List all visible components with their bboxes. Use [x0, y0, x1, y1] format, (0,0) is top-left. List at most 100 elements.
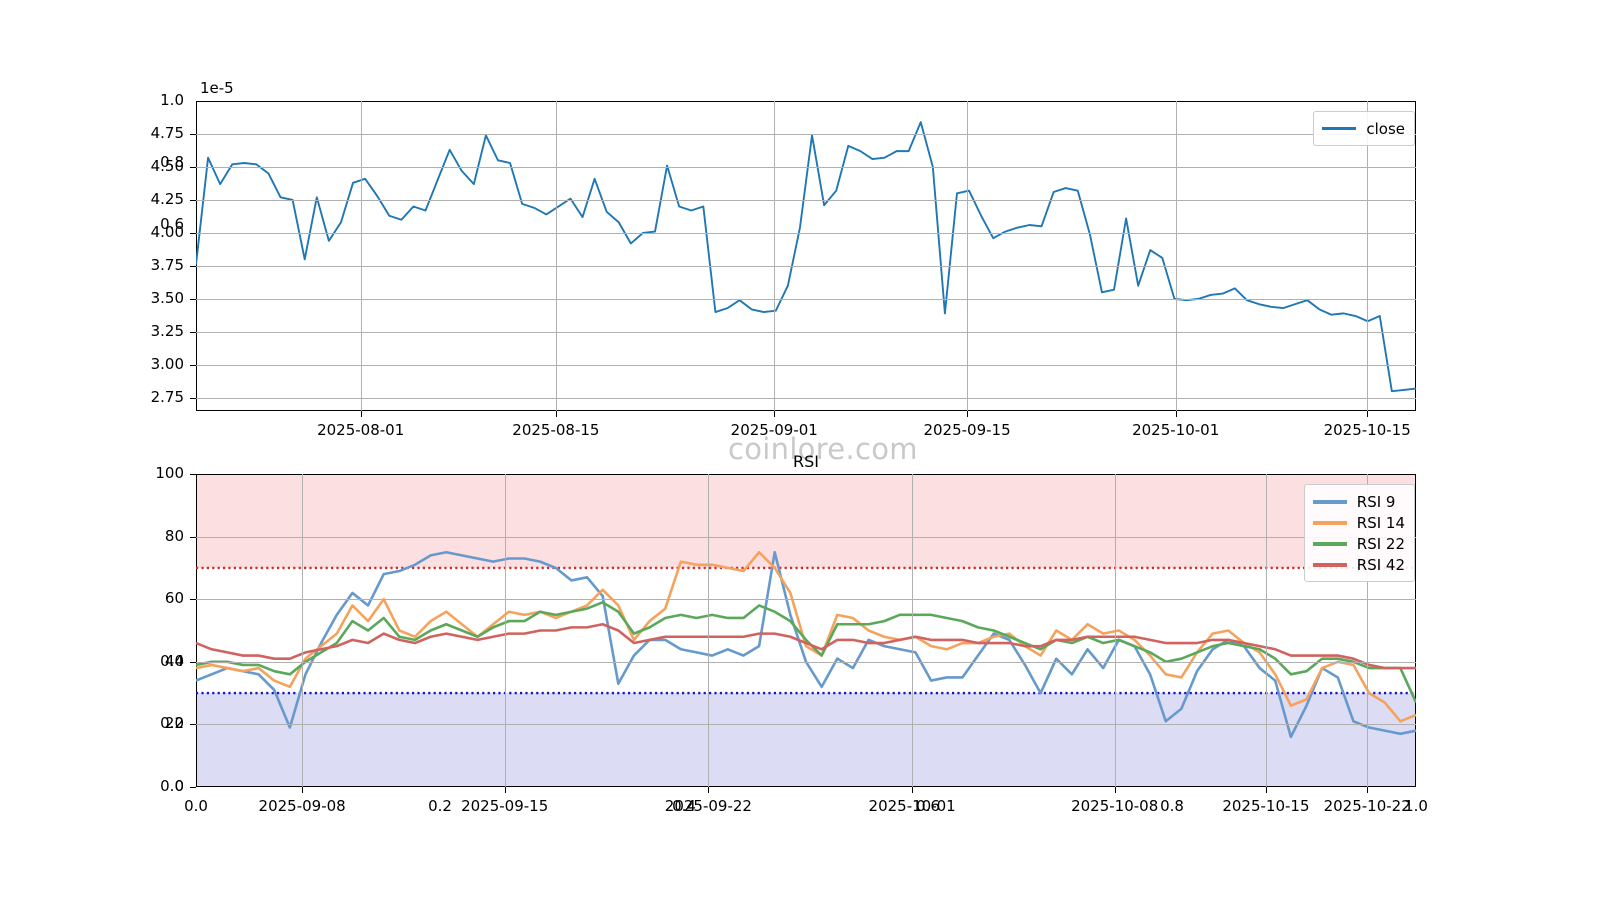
- price-overlay-y-tick-label: 0.6: [160, 215, 184, 233]
- rsi-x-tick-label: 2025-10-15: [1222, 797, 1310, 815]
- rsi-y-tick-label: 40: [164, 651, 184, 670]
- rsi-x-tickmark: [1266, 787, 1267, 793]
- price-legend[interactable]: close: [1313, 111, 1415, 146]
- rsi-x-tickmark: [912, 787, 913, 793]
- rsi-line-rsi-9: [196, 550, 1416, 739]
- price-x-tickmark: [967, 411, 968, 417]
- rsi-axes-frame: [196, 474, 1416, 787]
- price-y-tick-label: 4.75: [150, 123, 184, 142]
- price-y-tick-label: 3.50: [150, 288, 184, 307]
- price-gridline-horizontal: [196, 233, 1416, 234]
- price-gridline-vertical: [967, 101, 968, 411]
- price-gridline-horizontal: [196, 398, 1416, 399]
- rsi-y-tickmark: [190, 474, 196, 475]
- rsi-overlay-x-tick-label: 0.4: [672, 797, 696, 815]
- rsi-gridline-horizontal: [196, 599, 1416, 600]
- price-y-tick-label: 4.00: [150, 222, 184, 241]
- rsi-y-tickmark: [190, 599, 196, 600]
- rsi-x-tickmark: [1115, 787, 1116, 793]
- price-gridline-horizontal: [196, 365, 1416, 366]
- rsi-gridline-vertical: [505, 474, 506, 787]
- rsi-gridline-vertical: [912, 474, 913, 787]
- close-price-line: [196, 121, 1416, 393]
- legend-label: RSI 9: [1356, 492, 1396, 511]
- rsi-overlay-y-tick-label: 0.0: [160, 777, 184, 795]
- price-y-tick-label: 2.75: [150, 387, 184, 406]
- legend-color-swatch: [1312, 541, 1347, 546]
- rsi-y-tick-label: 0: [174, 777, 184, 795]
- price-gridline-vertical: [361, 101, 362, 411]
- rsi-gridline-horizontal: [196, 537, 1416, 538]
- price-gridline-horizontal: [196, 134, 1416, 135]
- price-y-tick-label: 3.25: [150, 321, 184, 340]
- price-x-tick-label: 2025-08-15: [512, 421, 600, 439]
- price-y-tickmark: [190, 365, 196, 366]
- rsi-x-tick-label: 2025-09-15: [461, 797, 549, 815]
- rsi-x-tick-label: 2025-09-22: [664, 797, 752, 815]
- price-gridline-horizontal: [196, 266, 1416, 267]
- legend-label: RSI 42: [1356, 555, 1405, 574]
- rsi-gridline-vertical: [708, 474, 709, 787]
- rsi-x-tick-label: 2025-10-22: [1323, 797, 1411, 815]
- legend-color-swatch: [1312, 520, 1347, 525]
- rsi-legend[interactable]: RSI 9 RSI 14 RSI 22 RSI 42: [1303, 484, 1415, 582]
- rsi-y-tickmark: [190, 724, 196, 725]
- legend-color-swatch: [1322, 127, 1357, 130]
- price-overlay-y-tick-label: 0.8: [160, 153, 184, 171]
- price-gridline-vertical: [1176, 101, 1177, 411]
- price-x-tickmark: [1176, 411, 1177, 417]
- price-y-tick-label: 3.75: [150, 255, 184, 274]
- rsi-gridline-horizontal: [196, 724, 1416, 725]
- rsi-line-rsi-22: [196, 601, 1416, 704]
- legend-item-rsi-42[interactable]: RSI 42: [1312, 554, 1405, 575]
- price-x-tickmark: [1367, 411, 1368, 417]
- price-y-tickmark: [190, 167, 196, 168]
- rsi-overlay-x-tick-label: 0.6: [916, 797, 940, 815]
- price-gridline-vertical: [1367, 101, 1368, 411]
- price-gridline-horizontal: [196, 299, 1416, 300]
- overbought-band: [196, 474, 1416, 568]
- rsi-y-tick-label: 100: [155, 464, 184, 482]
- coinlore-watermark: coinlore.com: [728, 432, 918, 466]
- rsi-overlay-x-tick-label: 0.8: [1160, 797, 1184, 815]
- oversold-band: [196, 693, 1416, 787]
- rsi-y-tickmark: [190, 787, 196, 788]
- rsi-line-rsi-14: [196, 550, 1416, 723]
- rsi-y-tickmark: [190, 537, 196, 538]
- price-x-tickmark: [774, 411, 775, 417]
- rsi-x-tickmark: [1367, 787, 1368, 793]
- rsi-overlay-y-tick-label: 0.4: [160, 651, 184, 670]
- rsi-gridline-vertical: [1266, 474, 1267, 787]
- price-x-tick-label: 2025-09-15: [923, 421, 1011, 439]
- legend-item-rsi-9[interactable]: RSI 9: [1312, 491, 1405, 512]
- rsi-y-tick-label: 80: [164, 526, 184, 545]
- price-y-tickmark: [190, 233, 196, 234]
- rsi-gridline-horizontal: [196, 662, 1416, 663]
- legend-item-rsi-22[interactable]: RSI 22: [1312, 533, 1405, 554]
- legend-color-swatch: [1312, 499, 1347, 504]
- legend-item-rsi-14[interactable]: RSI 14: [1312, 512, 1405, 533]
- rsi-y-tickmark: [190, 662, 196, 663]
- rsi-y-tick-label: 20: [164, 714, 184, 733]
- rsi-x-tickmark: [505, 787, 506, 793]
- rsi-x-tick-label: 2025-10-01: [868, 797, 956, 815]
- rsi-x-tick-label: 2025-09-08: [258, 797, 346, 815]
- price-gridline-vertical: [774, 101, 775, 411]
- price-y-tickmark: [190, 200, 196, 201]
- rsi-line-rsi-42: [196, 622, 1416, 670]
- price-gridline-horizontal: [196, 332, 1416, 333]
- rsi-overlay-x-tick-label: 0.2: [428, 797, 452, 815]
- price-y-tickmark: [190, 398, 196, 399]
- rsi-gridline-vertical: [302, 474, 303, 787]
- price-y-tick-label: 4.50: [150, 156, 184, 175]
- rsi-x-tickmark: [708, 787, 709, 793]
- price-x-tick-label: 2025-10-01: [1132, 421, 1220, 439]
- legend-label: close: [1366, 119, 1405, 138]
- price-y-tickmark: [190, 266, 196, 267]
- legend-label: RSI 22: [1356, 534, 1405, 553]
- rsi-overlay-y-tick-label: 0.2: [160, 714, 184, 733]
- price-gridline-vertical: [556, 101, 557, 411]
- legend-item-close[interactable]: close: [1322, 118, 1405, 139]
- price-x-tick-label: 2025-08-01: [317, 421, 405, 439]
